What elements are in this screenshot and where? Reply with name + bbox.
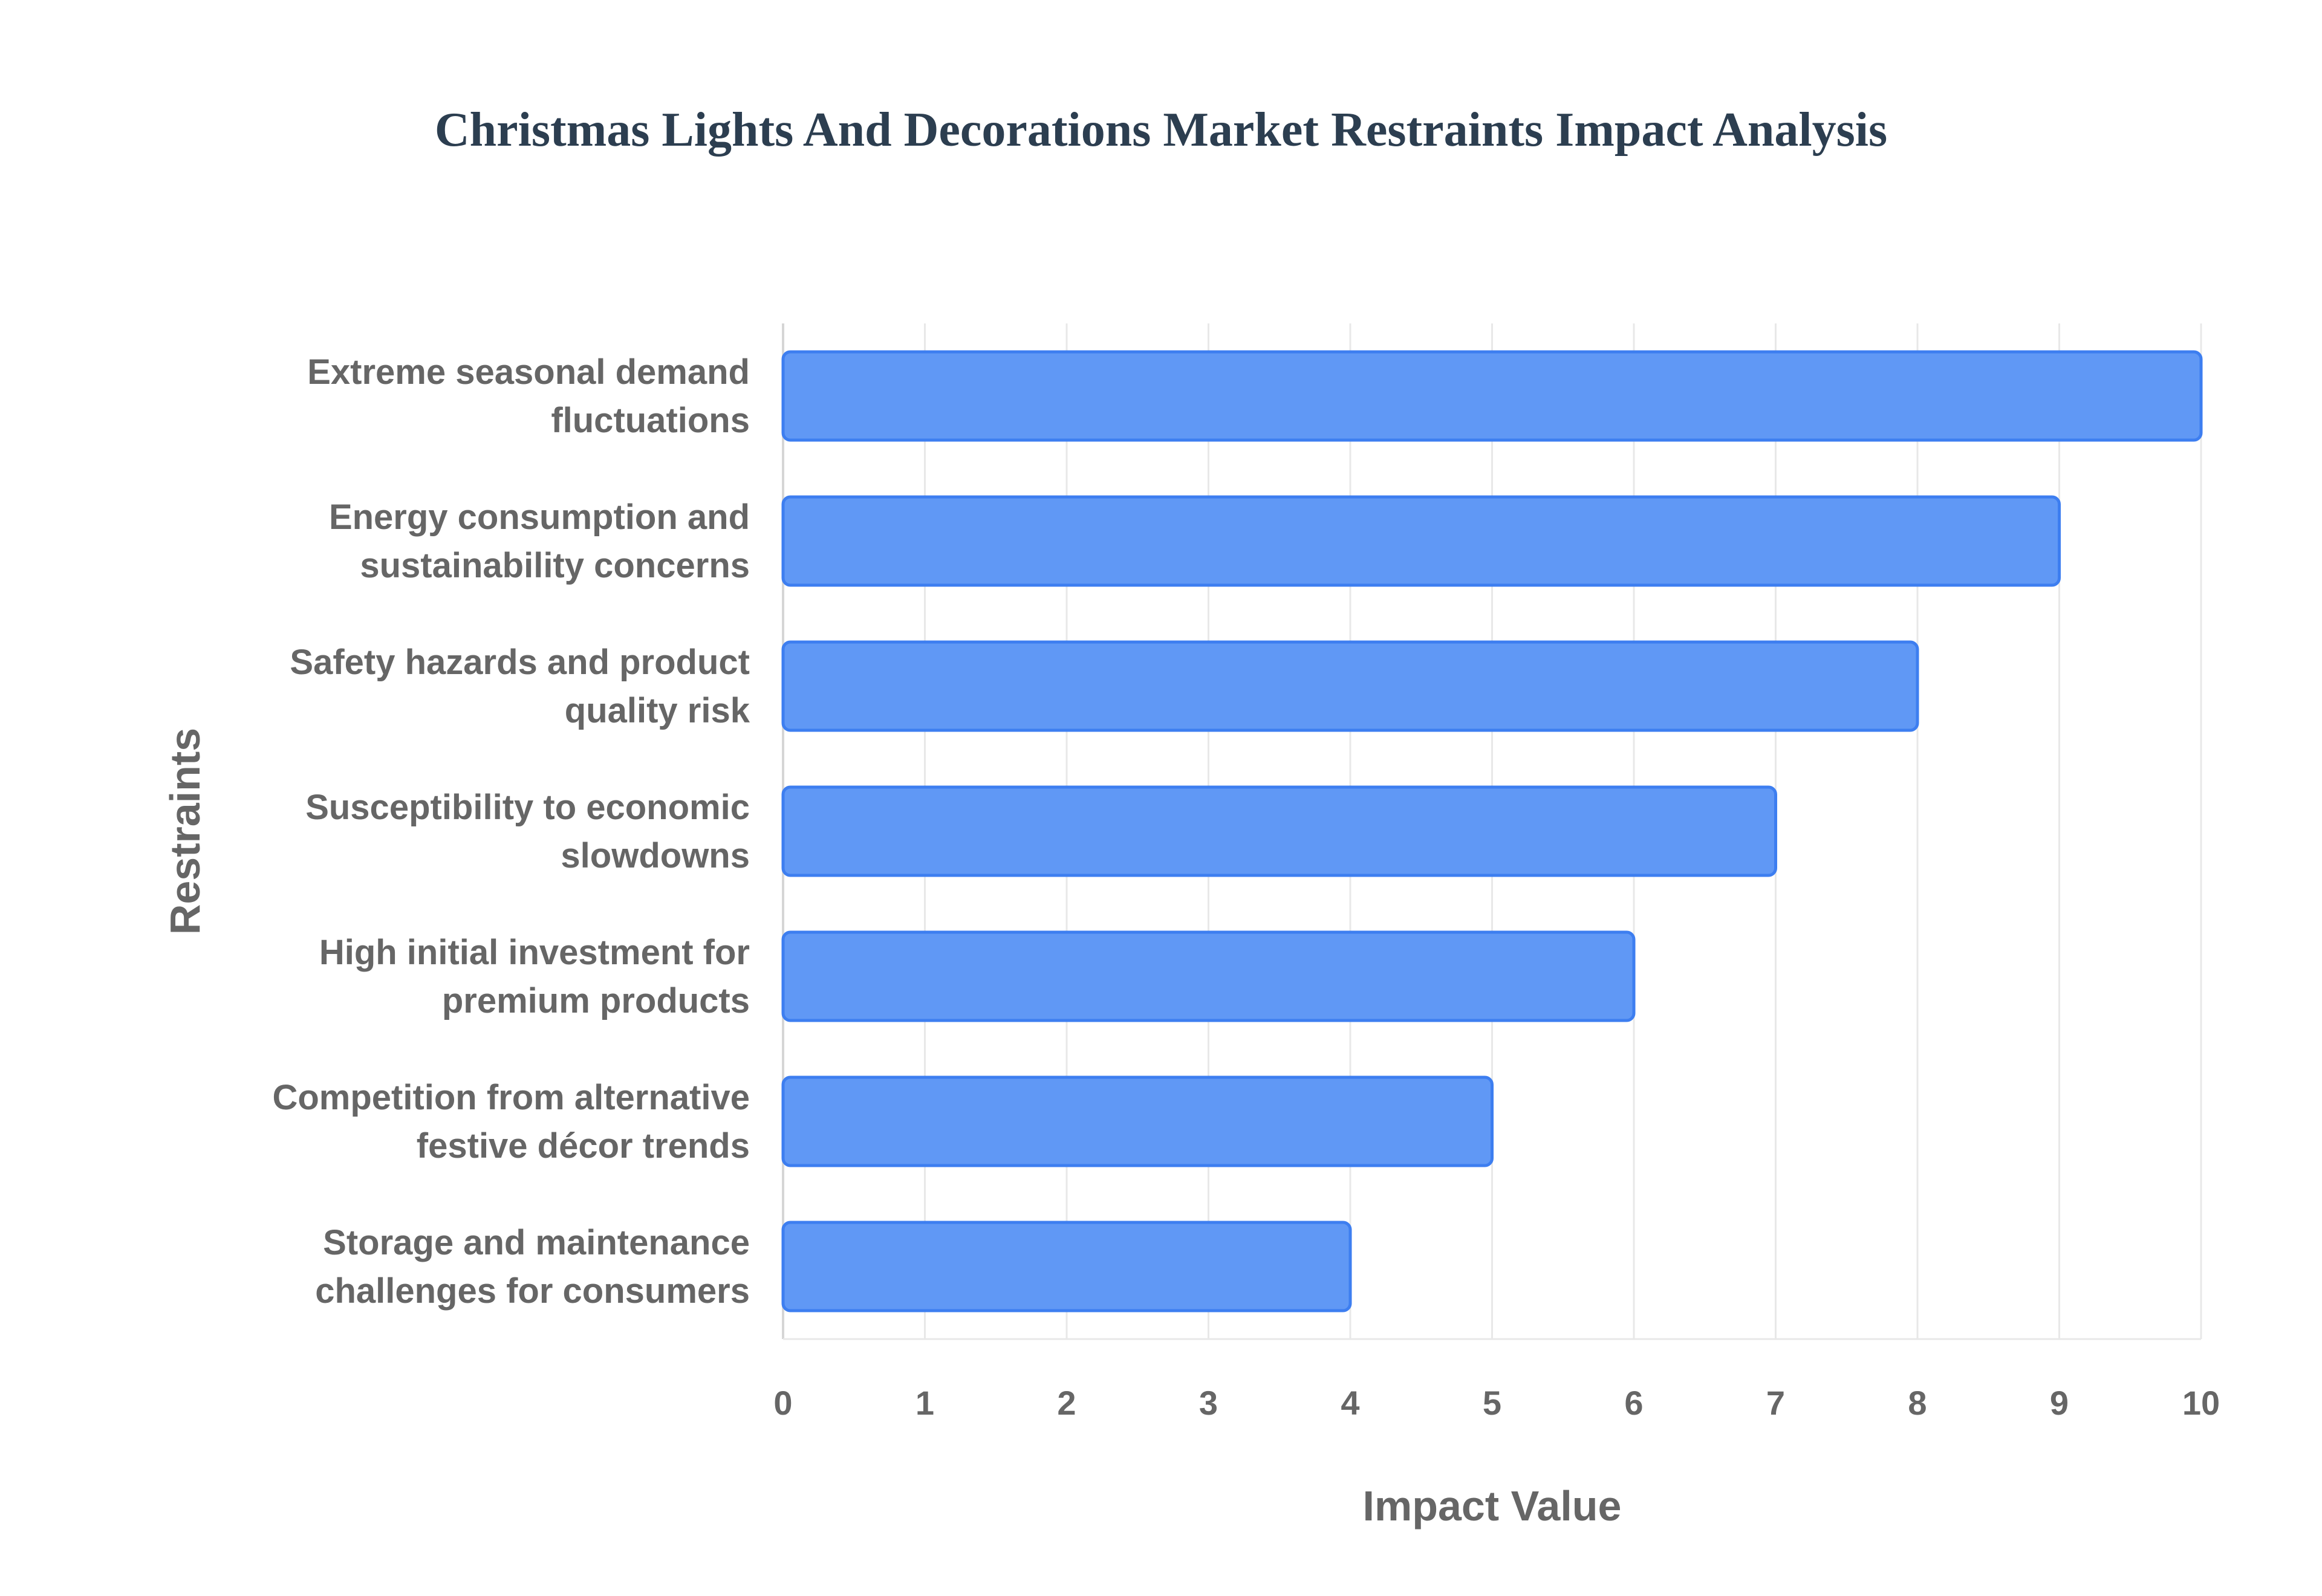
bar [781,1221,1352,1312]
bar [781,785,1777,877]
category-label-line: Susceptibility to economic [305,788,750,827]
x-tick-label: 8 [1908,1384,1927,1422]
category-label: Susceptibility to economic slowdowns [305,788,750,875]
category-label: Competition from alternative festive déco… [272,1078,750,1166]
category-label: Storage and maintenance challenges for co… [315,1223,750,1311]
category-label-line: quality risk [565,691,750,730]
x-tick-label: 6 [1624,1384,1643,1422]
category-labels: Extreme seasonal demand fluctuations Energ… [272,352,750,1311]
x-tick-label: 3 [1199,1384,1218,1422]
category-label-line: Storage and maintenance [323,1223,750,1262]
x-axis-title: Impact Value [1363,1482,1622,1529]
category-label-line: sustainability concerns [360,546,750,585]
category-label: Extreme seasonal demand fluctuations [307,352,750,440]
category-label: Safety hazards and product quality risk [290,643,750,730]
category-label-line: Energy consumption and [329,498,750,537]
category-label: Energy consumption and sustainability con… [329,498,750,585]
bars [781,350,2203,1312]
x-tick-labels: 0 1 2 3 4 5 6 7 8 9 10 [773,1384,2220,1422]
category-label-line: fluctuations [551,401,750,440]
category-label-line: High initial investment for [319,933,750,972]
bar [781,350,2203,442]
bar [781,1075,1494,1167]
category-label-line: slowdowns [561,836,750,875]
category-label-line: Extreme seasonal demand [307,352,750,392]
category-label-line: festive décor trends [417,1126,750,1166]
category-label: High initial investment for premium produ… [319,933,750,1020]
x-tick-label: 10 [2182,1384,2220,1422]
bar [781,495,2061,587]
x-tick-label: 4 [1341,1384,1359,1422]
chart-title: Christmas Lights And Decorations Market … [434,103,1888,157]
y-axis-title: Restraints [161,728,209,935]
category-label-line: Safety hazards and product [290,643,750,682]
x-tick-label: 5 [1483,1384,1501,1422]
bar [781,640,1919,732]
bar [781,930,1636,1022]
x-tick-label: 7 [1766,1384,1785,1422]
category-label-line: premium products [442,981,750,1020]
x-tick-label: 2 [1057,1384,1076,1422]
x-tick-label: 0 [773,1384,792,1422]
x-tick-label: 1 [915,1384,934,1422]
x-tick-label: 9 [2050,1384,2069,1422]
category-label-line: challenges for consumers [315,1271,750,1311]
category-label-line: Competition from alternative [272,1078,750,1117]
